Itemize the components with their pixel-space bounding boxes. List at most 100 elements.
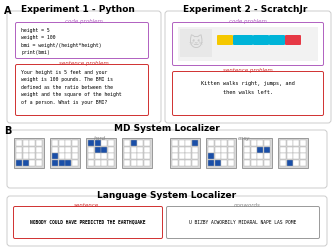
Bar bbox=[172, 140, 178, 146]
Bar bbox=[124, 147, 130, 153]
Text: Language System Localizer: Language System Localizer bbox=[98, 191, 236, 200]
Bar bbox=[16, 140, 22, 146]
Bar bbox=[251, 147, 257, 153]
Bar bbox=[258, 160, 264, 166]
FancyBboxPatch shape bbox=[172, 23, 324, 65]
Bar bbox=[95, 160, 101, 166]
Bar bbox=[14, 138, 44, 168]
Bar bbox=[36, 147, 42, 153]
Bar bbox=[280, 147, 286, 153]
Bar bbox=[221, 147, 227, 153]
Bar bbox=[251, 160, 257, 166]
Bar bbox=[108, 140, 114, 146]
Bar bbox=[88, 147, 94, 153]
Bar bbox=[251, 140, 257, 146]
Bar bbox=[192, 140, 198, 146]
Bar bbox=[300, 147, 306, 153]
Bar bbox=[137, 147, 143, 153]
Bar bbox=[52, 147, 58, 153]
Bar bbox=[215, 154, 221, 159]
Bar bbox=[172, 154, 178, 159]
Bar bbox=[228, 154, 234, 159]
FancyBboxPatch shape bbox=[15, 64, 149, 116]
FancyBboxPatch shape bbox=[285, 35, 301, 45]
Bar bbox=[264, 140, 270, 146]
Bar bbox=[185, 160, 191, 166]
Bar bbox=[258, 154, 264, 159]
Bar bbox=[108, 154, 114, 159]
Bar bbox=[258, 147, 264, 153]
Bar bbox=[29, 147, 35, 153]
Bar bbox=[280, 160, 286, 166]
Bar bbox=[287, 147, 293, 153]
Bar bbox=[278, 138, 308, 168]
Text: Experiment 1 - Python: Experiment 1 - Python bbox=[21, 5, 135, 14]
Bar bbox=[244, 160, 250, 166]
Bar bbox=[179, 154, 185, 159]
FancyBboxPatch shape bbox=[253, 35, 269, 45]
Bar bbox=[108, 160, 114, 166]
Text: code problem: code problem bbox=[229, 19, 267, 24]
Bar bbox=[185, 154, 191, 159]
Bar bbox=[293, 160, 299, 166]
Bar bbox=[131, 154, 137, 159]
FancyBboxPatch shape bbox=[165, 11, 331, 123]
Bar bbox=[144, 147, 150, 153]
Bar bbox=[124, 154, 130, 159]
Bar bbox=[65, 147, 71, 153]
Bar bbox=[95, 147, 101, 153]
Bar bbox=[72, 154, 78, 159]
Text: Your height is 5 feet and your
weight is 100 pounds. The BMI is
defined as the r: Your height is 5 feet and your weight is… bbox=[21, 70, 122, 105]
Text: height = 5
weight = 100
bmi = weight/(height*height)
print(bmi): height = 5 weight = 100 bmi = weight/(he… bbox=[21, 28, 102, 55]
Bar bbox=[102, 160, 108, 166]
Bar bbox=[95, 140, 101, 146]
Bar bbox=[59, 147, 65, 153]
Text: MD System Localizer: MD System Localizer bbox=[114, 124, 220, 133]
Bar bbox=[50, 138, 80, 168]
Bar bbox=[59, 140, 65, 146]
Bar bbox=[264, 160, 270, 166]
Bar bbox=[208, 154, 214, 159]
Bar bbox=[23, 160, 29, 166]
Bar bbox=[287, 154, 293, 159]
FancyBboxPatch shape bbox=[7, 196, 327, 246]
Bar bbox=[185, 147, 191, 153]
FancyBboxPatch shape bbox=[167, 207, 320, 239]
Bar bbox=[16, 160, 22, 166]
FancyBboxPatch shape bbox=[15, 23, 149, 59]
Bar bbox=[52, 154, 58, 159]
Bar bbox=[264, 154, 270, 159]
Bar bbox=[208, 147, 214, 153]
Bar bbox=[29, 154, 35, 159]
Bar bbox=[88, 154, 94, 159]
Bar bbox=[65, 154, 71, 159]
Text: hard: hard bbox=[94, 136, 106, 141]
FancyBboxPatch shape bbox=[172, 71, 324, 116]
Bar bbox=[59, 154, 65, 159]
Bar bbox=[172, 147, 178, 153]
Text: code problem: code problem bbox=[65, 19, 103, 24]
Bar bbox=[215, 160, 221, 166]
Bar bbox=[192, 154, 198, 159]
Bar bbox=[88, 140, 94, 146]
Bar bbox=[280, 154, 286, 159]
Text: B: B bbox=[4, 126, 11, 136]
Bar bbox=[144, 160, 150, 166]
Bar bbox=[293, 147, 299, 153]
Bar bbox=[23, 147, 29, 153]
Bar bbox=[102, 147, 108, 153]
Text: 🐱: 🐱 bbox=[189, 36, 203, 50]
Text: sentence problem: sentence problem bbox=[223, 68, 273, 73]
Bar bbox=[215, 147, 221, 153]
Bar bbox=[52, 140, 58, 146]
Bar bbox=[137, 160, 143, 166]
Bar bbox=[29, 160, 35, 166]
Bar bbox=[185, 140, 191, 146]
Text: sentence problem: sentence problem bbox=[59, 61, 109, 66]
Bar bbox=[131, 147, 137, 153]
FancyBboxPatch shape bbox=[13, 207, 163, 239]
Bar bbox=[72, 147, 78, 153]
Bar bbox=[242, 138, 272, 168]
Bar bbox=[287, 140, 293, 146]
Bar bbox=[137, 154, 143, 159]
